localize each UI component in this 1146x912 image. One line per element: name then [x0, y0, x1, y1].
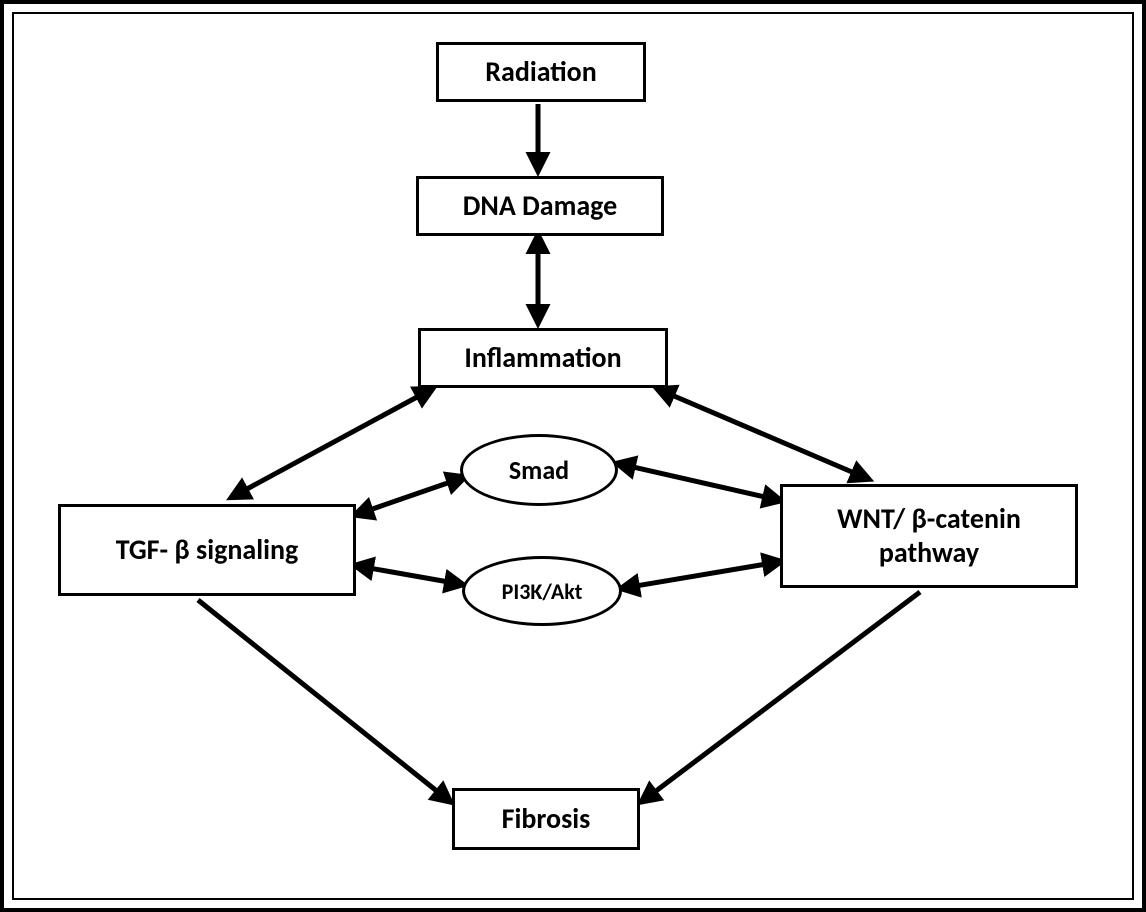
node-label: Inflammation [464, 341, 621, 375]
node-label: WNT/ β-catenin pathway [795, 502, 1063, 569]
node-pi3k-akt: PI3K/Akt [462, 556, 622, 626]
node-inflammation: Inflammation [418, 328, 668, 388]
node-radiation: Radiation [436, 42, 646, 102]
node-label: DNA Damage [463, 189, 618, 223]
node-label: PI3K/Akt [502, 578, 583, 605]
node-fibrosis: Fibrosis [452, 788, 640, 850]
node-label: Fibrosis [502, 802, 591, 836]
node-tgf-beta: TGF- β signaling [58, 504, 356, 596]
node-smad: Smad [460, 434, 618, 506]
node-wnt: WNT/ β-catenin pathway [780, 484, 1078, 588]
node-dna-damage: DNA Damage [416, 176, 664, 236]
node-label: Radiation [485, 55, 597, 89]
node-label: Smad [509, 454, 569, 486]
node-label: TGF- β signaling [116, 533, 299, 567]
